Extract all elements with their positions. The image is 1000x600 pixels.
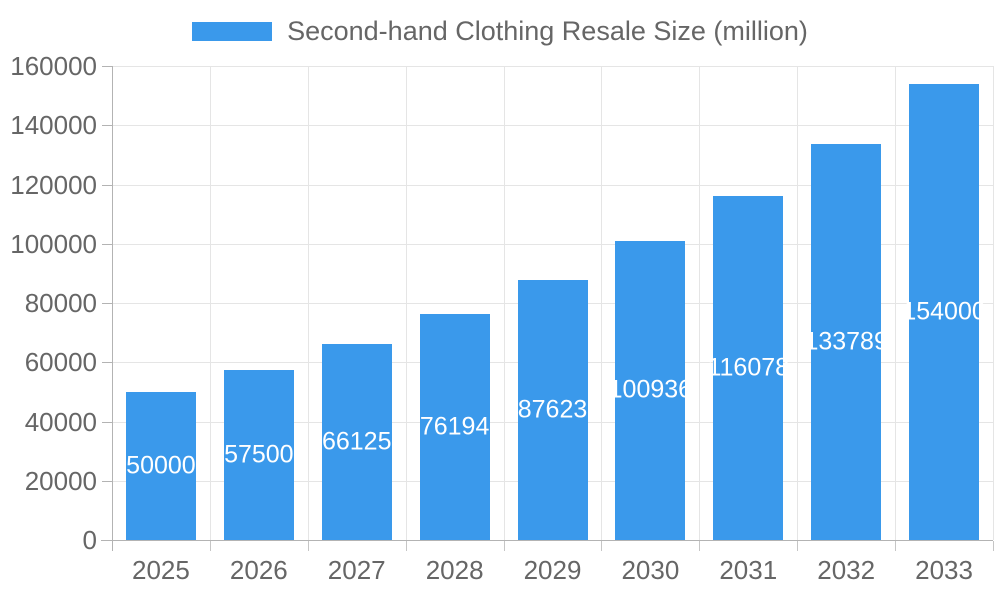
bar[interactable] bbox=[420, 314, 490, 540]
y-axis-tick-label: 140000 bbox=[10, 110, 97, 141]
x-axis-tick-label: 2029 bbox=[523, 555, 582, 585]
y-axis-tick-label: 60000 bbox=[24, 347, 97, 378]
y-tick-mark bbox=[102, 303, 112, 304]
x-gridline bbox=[504, 66, 505, 540]
x-tick-mark bbox=[993, 541, 994, 551]
x-gridline bbox=[699, 66, 700, 540]
x-axis-tick-label: 2032 bbox=[817, 555, 876, 585]
y-tick-mark bbox=[102, 480, 112, 482]
bar-value-label: 154000 bbox=[902, 297, 986, 326]
x-axis-line bbox=[101, 540, 993, 541]
x-tick-mark bbox=[210, 541, 211, 551]
y-axis-tick-label: 20000 bbox=[24, 465, 97, 496]
x-tick-mark bbox=[699, 541, 700, 551]
x-axis-tick-label: 2027 bbox=[327, 555, 386, 585]
bar-value-label: 116078 bbox=[707, 353, 790, 382]
y-gridline bbox=[112, 243, 993, 245]
y-axis-tick-label: 120000 bbox=[10, 169, 97, 200]
legend-label: Second-hand Clothing Resale Size (millio… bbox=[287, 16, 808, 46]
x-gridline bbox=[406, 66, 407, 540]
x-axis-tick-label: 2031 bbox=[719, 555, 778, 585]
x-gridline bbox=[601, 66, 602, 540]
bar-value-label: 57500 bbox=[224, 440, 294, 469]
y-tick-mark bbox=[102, 362, 112, 364]
x-axis-tick-label: 2028 bbox=[425, 555, 484, 585]
chart-legend[interactable]: Second-hand Clothing Resale Size (millio… bbox=[0, 16, 1000, 47]
y-tick-mark bbox=[102, 184, 112, 186]
bar-value-label: 76194 bbox=[419, 412, 490, 441]
y-gridline bbox=[112, 66, 993, 67]
x-axis-tick-label: 2033 bbox=[915, 555, 973, 585]
y-axis-line bbox=[112, 66, 113, 551]
bar[interactable] bbox=[811, 143, 881, 540]
plot-area: 0 20000 40000 60000 80000 100000 120000 140000 1… bbox=[10, 53, 994, 584]
bar[interactable] bbox=[518, 280, 588, 540]
bar-value-label: 66125 bbox=[321, 427, 392, 456]
bar[interactable] bbox=[126, 391, 196, 540]
x-gridline bbox=[797, 66, 798, 540]
x-axis-tick-label: 2030 bbox=[621, 555, 680, 585]
x-tick-mark bbox=[895, 541, 896, 551]
legend-color-swatch bbox=[192, 22, 273, 41]
bar[interactable] bbox=[615, 240, 685, 540]
x-tick-mark bbox=[406, 541, 407, 551]
x-tick-mark bbox=[308, 541, 309, 551]
bar-value-label: 87623 bbox=[517, 395, 588, 424]
y-axis-tick-label: 80000 bbox=[24, 288, 97, 318]
bar-value-label: 50000 bbox=[126, 451, 196, 480]
bar-value-label: 133789 bbox=[804, 327, 888, 356]
x-gridline bbox=[308, 66, 309, 540]
y-axis-tick-label: 160000 bbox=[10, 51, 97, 81]
y-tick-mark bbox=[102, 243, 112, 245]
y-axis-tick-label: 40000 bbox=[24, 406, 97, 437]
bar[interactable] bbox=[224, 369, 294, 540]
x-gridline bbox=[993, 66, 994, 540]
x-gridline bbox=[210, 66, 211, 540]
y-tick-mark bbox=[102, 125, 112, 127]
bar[interactable] bbox=[322, 344, 392, 540]
x-gridline bbox=[895, 66, 896, 540]
x-axis-tick-label: 2026 bbox=[229, 555, 288, 585]
y-gridline bbox=[112, 184, 993, 186]
y-tick-mark bbox=[102, 421, 112, 423]
y-gridline bbox=[112, 125, 993, 127]
x-axis-tick-label: 2025 bbox=[132, 555, 190, 585]
bar-value-label: 100936 bbox=[608, 375, 693, 404]
x-tick-mark bbox=[504, 541, 505, 551]
y-axis-tick-label: 100000 bbox=[10, 228, 97, 259]
y-tick-mark bbox=[102, 66, 112, 67]
y-axis-tick-label: 0 bbox=[82, 525, 97, 555]
bar[interactable] bbox=[713, 196, 783, 540]
bar[interactable] bbox=[909, 83, 979, 540]
x-tick-mark bbox=[797, 541, 798, 551]
x-tick-mark bbox=[601, 541, 602, 551]
